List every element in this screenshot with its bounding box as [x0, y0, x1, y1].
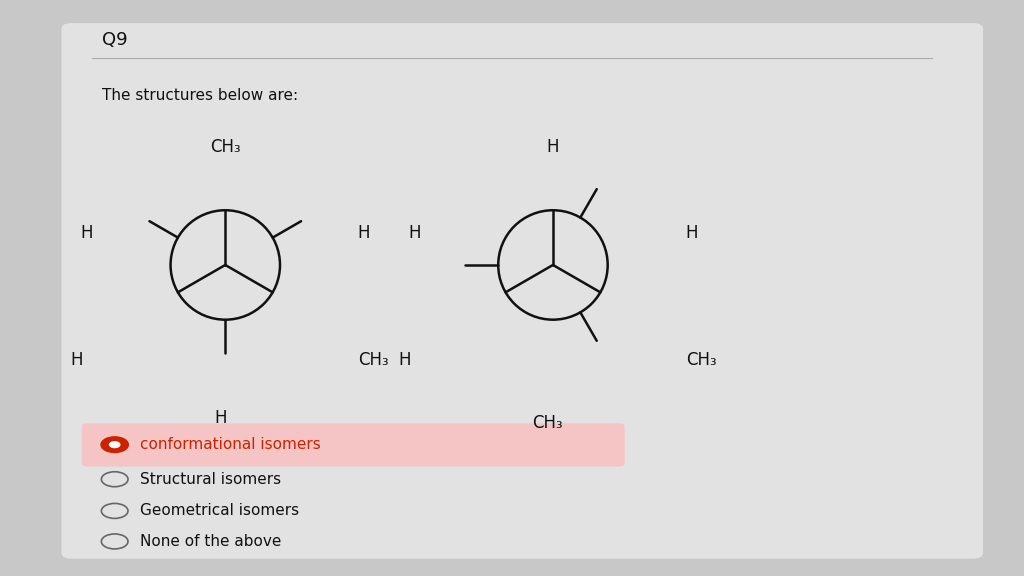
Circle shape — [101, 472, 128, 487]
Text: conformational isomers: conformational isomers — [140, 437, 322, 452]
Text: Geometrical isomers: Geometrical isomers — [140, 503, 299, 518]
Text: CH₃: CH₃ — [532, 414, 563, 433]
Text: The structures below are:: The structures below are: — [102, 88, 299, 103]
Text: H: H — [547, 138, 559, 156]
Circle shape — [110, 442, 120, 448]
Text: H: H — [409, 224, 421, 242]
Circle shape — [101, 503, 128, 518]
Text: H: H — [81, 224, 93, 242]
Circle shape — [101, 437, 128, 452]
FancyBboxPatch shape — [82, 423, 625, 467]
Text: CH₃: CH₃ — [686, 351, 717, 369]
Text: H: H — [214, 408, 226, 427]
Text: Q9: Q9 — [102, 31, 128, 50]
Text: CH₃: CH₃ — [358, 351, 389, 369]
Text: H: H — [71, 351, 83, 369]
Text: None of the above: None of the above — [140, 534, 282, 549]
Text: H: H — [357, 224, 370, 242]
Text: H: H — [398, 351, 411, 369]
Text: Structural isomers: Structural isomers — [140, 472, 282, 487]
Circle shape — [101, 534, 128, 549]
FancyBboxPatch shape — [61, 23, 983, 559]
Text: CH₃: CH₃ — [210, 138, 241, 156]
Text: H: H — [685, 224, 697, 242]
